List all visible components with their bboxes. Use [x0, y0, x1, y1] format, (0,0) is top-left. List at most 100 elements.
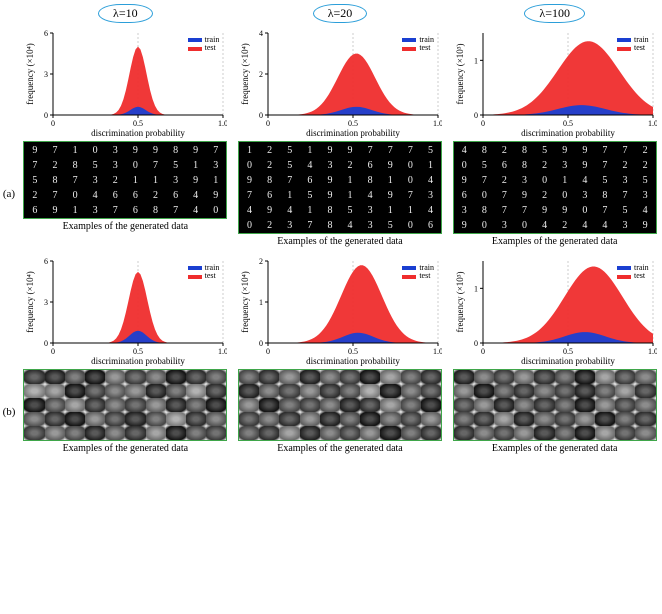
generated-fashion-item: [186, 384, 206, 398]
generated-fashion-item: [239, 398, 259, 412]
generated-digit: 7: [240, 188, 259, 202]
lambda-badge-20: λ=20: [313, 4, 368, 23]
svg-text:0: 0: [44, 339, 48, 348]
generated-fashion-item: [454, 370, 474, 384]
generated-digit: 5: [341, 203, 360, 217]
svg-text:frequency (×10⁴): frequency (×10⁴): [240, 43, 250, 104]
generated-digit: 7: [595, 203, 614, 217]
generated-fashion-item: [65, 412, 85, 426]
generated-digit: 5: [166, 158, 185, 172]
generated-fashion-item: [45, 412, 65, 426]
generated-digit: 7: [615, 143, 634, 157]
generated-digit: 1: [341, 188, 360, 202]
legend-test: test: [188, 44, 220, 52]
svg-text:discrimination probability: discrimination probability: [306, 356, 400, 366]
generated-fashion-item: [555, 398, 575, 412]
generated-digit: 9: [555, 203, 574, 217]
generated-digit: 8: [320, 218, 339, 232]
generated-digit: 1: [66, 143, 85, 157]
svg-text:1.0: 1.0: [648, 119, 657, 128]
generated-fashion-item: [340, 370, 360, 384]
fashion-grid-b100: [453, 369, 657, 441]
generated-digit: 1: [381, 203, 400, 217]
generated-fashion-item: [380, 370, 400, 384]
svg-text:1.0: 1.0: [218, 347, 227, 356]
generated-digit: 7: [45, 143, 64, 157]
generated-fashion-item: [239, 412, 259, 426]
chart-b10: 00.51.0036discrimination probabilityfreq…: [23, 255, 227, 367]
generated-fashion-item: [635, 412, 655, 426]
svg-text:0: 0: [474, 339, 478, 348]
generated-digit: 7: [515, 203, 534, 217]
legend-test: test: [188, 272, 220, 280]
generated-fashion-item: [45, 370, 65, 384]
generated-digit: 4: [186, 188, 205, 202]
generated-digit: 0: [535, 173, 554, 187]
generated-fashion-item: [259, 370, 279, 384]
generated-digit: 3: [421, 188, 440, 202]
generated-digit: 8: [595, 188, 614, 202]
svg-text:0: 0: [266, 347, 270, 356]
generated-digit: 4: [361, 188, 380, 202]
generated-fashion-item: [534, 426, 554, 440]
generated-fashion-item: [575, 370, 595, 384]
generated-fashion-item: [125, 412, 145, 426]
svg-text:2: 2: [259, 70, 263, 79]
generated-digit: 2: [106, 173, 125, 187]
fashion-grid-b10: [23, 369, 227, 441]
generated-fashion-item: [380, 412, 400, 426]
svg-text:4: 4: [259, 29, 263, 38]
generated-fashion-item: [494, 426, 514, 440]
generated-digit: 2: [260, 143, 279, 157]
generated-fashion-item: [300, 426, 320, 440]
caption-a20: Examples of the generated data: [277, 236, 403, 247]
generated-digit: 9: [146, 143, 165, 157]
generated-digit: 5: [636, 173, 655, 187]
generated-fashion-item: [421, 370, 441, 384]
generated-digit: 9: [341, 143, 360, 157]
generated-digit: 9: [320, 173, 339, 187]
generated-fashion-item: [300, 412, 320, 426]
generated-fashion-item: [186, 370, 206, 384]
generated-fashion-item: [635, 426, 655, 440]
generated-digit: 2: [636, 143, 655, 157]
generated-fashion-item: [166, 398, 186, 412]
caption-b10: Examples of the generated data: [63, 443, 189, 454]
svg-text:frequency (×10³): frequency (×10³): [455, 44, 465, 105]
svg-text:discrimination probability: discrimination probability: [521, 356, 615, 366]
generated-fashion-item: [259, 426, 279, 440]
generated-digit: 7: [595, 143, 614, 157]
generated-fashion-item: [105, 426, 125, 440]
generated-digit: 4: [421, 203, 440, 217]
generated-digit: 2: [535, 188, 554, 202]
generated-fashion-item: [360, 412, 380, 426]
generated-digit: 2: [615, 158, 634, 172]
generated-digit: 9: [455, 218, 474, 232]
generated-fashion-item: [206, 384, 226, 398]
row-a-grids: (a) 971039989772853075135873211391270466…: [0, 140, 662, 248]
generated-fashion-item: [635, 370, 655, 384]
generated-digit: 9: [575, 158, 594, 172]
generated-digit: 7: [595, 158, 614, 172]
generated-digit: 6: [25, 203, 44, 217]
caption-b100: Examples of the generated data: [492, 443, 618, 454]
svg-text:0.5: 0.5: [348, 119, 358, 128]
generated-digit: 9: [186, 143, 205, 157]
generated-fashion-item: [635, 384, 655, 398]
generated-fashion-item: [615, 398, 635, 412]
svg-text:6: 6: [44, 257, 48, 266]
chart-a10: 00.51.0036discrimination probabilityfreq…: [23, 27, 227, 139]
generated-fashion-item: [575, 426, 595, 440]
generated-digit: 2: [555, 218, 574, 232]
generated-fashion-item: [421, 426, 441, 440]
generated-digit: 1: [206, 173, 225, 187]
generated-digit: 1: [421, 158, 440, 172]
generated-digit: 5: [421, 143, 440, 157]
generated-fashion-item: [259, 398, 279, 412]
generated-fashion-item: [555, 384, 575, 398]
generated-digit: 0: [515, 218, 534, 232]
generated-fashion-item: [320, 370, 340, 384]
generated-fashion-item: [534, 384, 554, 398]
generated-digit: 3: [455, 203, 474, 217]
generated-digit: 3: [361, 218, 380, 232]
